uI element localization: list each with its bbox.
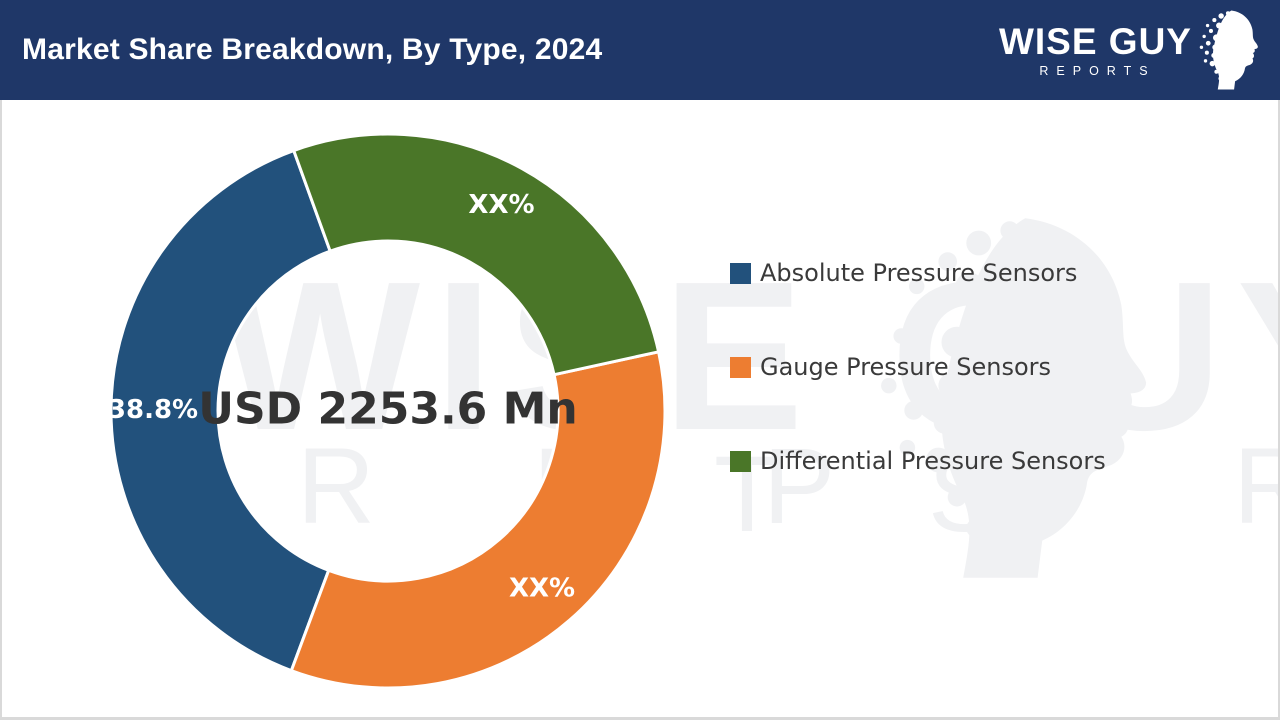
slice-label-gauge-pressure-sensors: XX% [509,573,575,603]
legend-label: Gauge Pressure Sensors [760,353,1052,381]
donut-segment-differential-pressure-sensors [292,132,661,377]
legend-swatch-differential [730,450,751,472]
header-bar: Market Share Breakdown, By Type, 2024 WI… [0,0,1280,100]
legend-item-gauge-pressure-sensors: Gauge Pressure Sensors [730,353,1106,381]
slice-label-absolute-pressure-sensors: 38.8% [108,395,198,425]
wiseguy-logo-reports: REPORTS [1039,63,1156,78]
donut-chart: 38.8% XX% XX% USD 2253.6 Mn [108,131,668,691]
chart-legend: Absolute Pressure Sensors Gauge Pressure… [730,259,1106,475]
page-title: Market Share Breakdown, By Type, 2024 [22,33,603,66]
legend-swatch-gauge [730,356,751,378]
legend-swatch-absolute [730,262,751,284]
wiseguy-face-icon [1199,10,1258,90]
donut-segment-gauge-pressure-sensors [289,350,667,690]
donut-segment-absolute-pressure-sensors [109,149,332,673]
legend-item-differential-pressure-sensors: Differential Pressure Sensors [730,447,1106,475]
legend-label: Differential Pressure Sensors [760,447,1106,475]
wiseguy-logo: WISE GUY REPORTS [999,4,1264,96]
legend-label: Absolute Pressure Sensors [760,259,1078,287]
wiseguy-logo-text: WISE GUY REPORTS [999,23,1192,78]
wiseguy-logo-brand: WISE GUY [998,20,1192,62]
donut-center-value: USD 2253.6 Mn [198,384,577,435]
slice-label-differential-pressure-sensors: XX% [468,190,534,220]
chart-canvas: WISE GUY R E P O R T S T S 38.8%XX%XX% U… [0,100,1280,720]
legend-item-absolute-pressure-sensors: Absolute Pressure Sensors [730,259,1106,287]
